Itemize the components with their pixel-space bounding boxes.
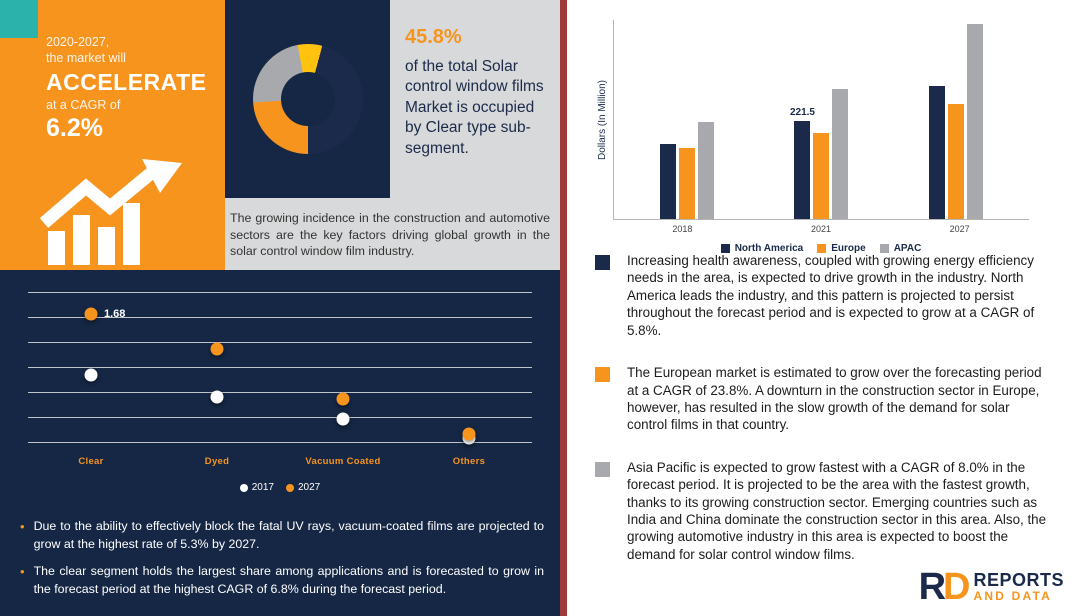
promo-years: 2020-2027, bbox=[46, 35, 110, 49]
dot-chart-section: 1.68 Clear Dyed Vacuum Coated Others 2017 20… bbox=[0, 270, 560, 616]
logo-mark: RD bbox=[918, 566, 971, 608]
right-bullet-3: Asia Pacific is expected to grow fastest… bbox=[595, 459, 1052, 564]
dot-2027-clear bbox=[84, 307, 98, 321]
legend-label: North America bbox=[734, 243, 804, 254]
legend-square-icon bbox=[720, 244, 730, 253]
bullet-square-icon bbox=[595, 367, 610, 383]
dot-category-vacuum-coated: Vacuum Coated bbox=[305, 456, 381, 467]
bar-x-tick-2018: 2018 bbox=[672, 224, 693, 234]
bar-chart: Dollars (In Million) 221.5 2018 2021 2027 … bbox=[597, 20, 1029, 254]
right-bullet-text: Increasing health awareness, coupled wit… bbox=[627, 253, 1035, 338]
legend-label: APAC bbox=[893, 243, 922, 254]
dot-2017-vacuum-coated bbox=[336, 412, 350, 426]
bar-2018-apac bbox=[698, 121, 715, 219]
bar-group-2021: 221.5 bbox=[790, 20, 849, 219]
bar-group-2027 bbox=[928, 20, 983, 219]
legend-dot-icon bbox=[239, 483, 248, 492]
dot-chart-legend: 2017 2027 bbox=[0, 482, 560, 493]
promo-accelerate: ACCELERATE bbox=[46, 68, 207, 95]
legend-label: 2017 bbox=[251, 482, 274, 493]
left-bullet-1: • Due to the ability to effectively block… bbox=[20, 518, 544, 554]
right-bullet-text: The European market is estimated to grow… bbox=[627, 365, 1042, 433]
logo-letter-d: D bbox=[943, 566, 971, 608]
bar-legend-europe: Europe bbox=[817, 243, 866, 254]
left-panel: 2020-2027, the market will ACCELERATE at… bbox=[0, 0, 560, 616]
right-bullet-2: The European market is estimated to grow… bbox=[595, 364, 1052, 434]
driver-text: The growing incidence in the constructio… bbox=[230, 211, 550, 259]
legend-square-icon bbox=[817, 244, 827, 253]
logo-text: REPORTS AND DATA bbox=[973, 569, 1064, 604]
legend-dot-icon bbox=[286, 483, 294, 492]
legend-square-icon bbox=[879, 244, 889, 253]
promo-block: 2020-2027, the market will ACCELERATE at… bbox=[0, 0, 225, 270]
dot-chart-categories: Clear Dyed Vacuum Coated Others bbox=[28, 456, 532, 467]
right-bullet-text: Asia Pacific is expected to grow fastest… bbox=[627, 459, 1047, 562]
logo-letter-r: R bbox=[918, 566, 947, 608]
promo-line3: at a CAGR of bbox=[46, 97, 121, 112]
growth-arrow-icon bbox=[38, 158, 225, 270]
bar-2021-apac bbox=[832, 88, 849, 219]
legend-label: Europe bbox=[831, 243, 866, 254]
donut-box bbox=[225, 0, 390, 198]
logo-reports: REPORTS bbox=[973, 569, 1064, 590]
bar-2027-north-america bbox=[928, 86, 945, 219]
right-bullet-1: Increasing health awareness, coupled wit… bbox=[595, 252, 1052, 339]
bar-x-tick-2021: 2021 bbox=[810, 224, 831, 234]
bar-group-2018 bbox=[660, 20, 715, 219]
bar-2027-apac bbox=[966, 24, 983, 219]
left-bullet-list: • Due to the ability to effectively block… bbox=[20, 518, 544, 608]
dot-2017-dyed bbox=[210, 390, 224, 404]
dot-legend-2017: 2017 bbox=[239, 482, 274, 493]
left-bullet-2: • The clear segment holds the largest sha… bbox=[20, 563, 544, 599]
bullet-square-icon bbox=[595, 255, 610, 270]
highlight-text: of the total Solar control window films … bbox=[405, 58, 544, 157]
promo-line2: the market will bbox=[46, 51, 126, 66]
left-bullet-text: Due to the ability to effectively block … bbox=[33, 519, 544, 551]
dot-2027-others bbox=[462, 427, 476, 441]
dot-2017-clear bbox=[84, 368, 98, 382]
bar-2027-europe bbox=[947, 104, 964, 219]
dot-2027-dyed bbox=[210, 342, 224, 356]
top-section: 2020-2027, the market will ACCELERATE at… bbox=[0, 0, 560, 270]
bar-chart-y-axis-label: Dollars (In Million) bbox=[597, 80, 608, 161]
right-panel: Dollars (In Million) 221.5 2018 2021 2027 … bbox=[560, 0, 1080, 616]
dot-category-dyed: Dyed bbox=[204, 456, 230, 467]
teal-accent-square bbox=[0, 0, 38, 38]
bar-2018-europe bbox=[679, 148, 696, 219]
highlight-block: 45.8% of the total Solar control window … bbox=[405, 26, 548, 159]
bullet-dot-icon: • bbox=[20, 563, 25, 579]
dot-legend-2027: 2027 bbox=[286, 482, 320, 493]
bar-2021-europe bbox=[813, 132, 830, 219]
dot-plot-area: 1.68 bbox=[28, 292, 532, 445]
info-block: 45.8% of the total Solar control window … bbox=[225, 0, 560, 270]
bullet-square-icon bbox=[595, 461, 610, 477]
bar-chart-x-labels: 2018 2021 2027 bbox=[613, 224, 1029, 234]
bar-2021-north-america: 221.5 bbox=[790, 107, 815, 219]
bar-x-tick-2027: 2027 bbox=[949, 224, 970, 234]
donut-chart bbox=[252, 44, 363, 154]
left-bullet-text: The clear segment holds the largest shar… bbox=[33, 563, 544, 596]
legend-label: 2027 bbox=[298, 482, 321, 493]
bar-legend-apac: APAC bbox=[879, 243, 922, 254]
highlight-percent: 45.8% bbox=[405, 26, 462, 48]
reports-and-data-logo: RD REPORTS AND DATA bbox=[919, 568, 1064, 606]
logo-and-data: AND DATA bbox=[973, 589, 1052, 604]
dot-annotation: 1.68 bbox=[104, 308, 126, 320]
bullet-dot-icon: • bbox=[20, 519, 25, 534]
dot-category-others: Others bbox=[452, 456, 486, 467]
bar-chart-plot: 221.5 bbox=[613, 20, 1029, 220]
bar-chart-legend: North America Europe APAC bbox=[613, 243, 1029, 254]
bar-2018-north-america bbox=[660, 143, 677, 219]
promo-cagr-value: 6.2% bbox=[46, 113, 103, 142]
bar-chart-column: 221.5 2018 2021 2027 North America Europe AP… bbox=[613, 20, 1029, 254]
bar-legend-north-america: North America bbox=[720, 243, 804, 254]
dot-2027-vacuum-coated bbox=[336, 392, 350, 406]
right-bullet-list: Increasing health awareness, coupled wit… bbox=[595, 252, 1052, 588]
bar-value-label: 221.5 bbox=[789, 107, 815, 119]
dot-category-clear: Clear bbox=[78, 456, 104, 467]
